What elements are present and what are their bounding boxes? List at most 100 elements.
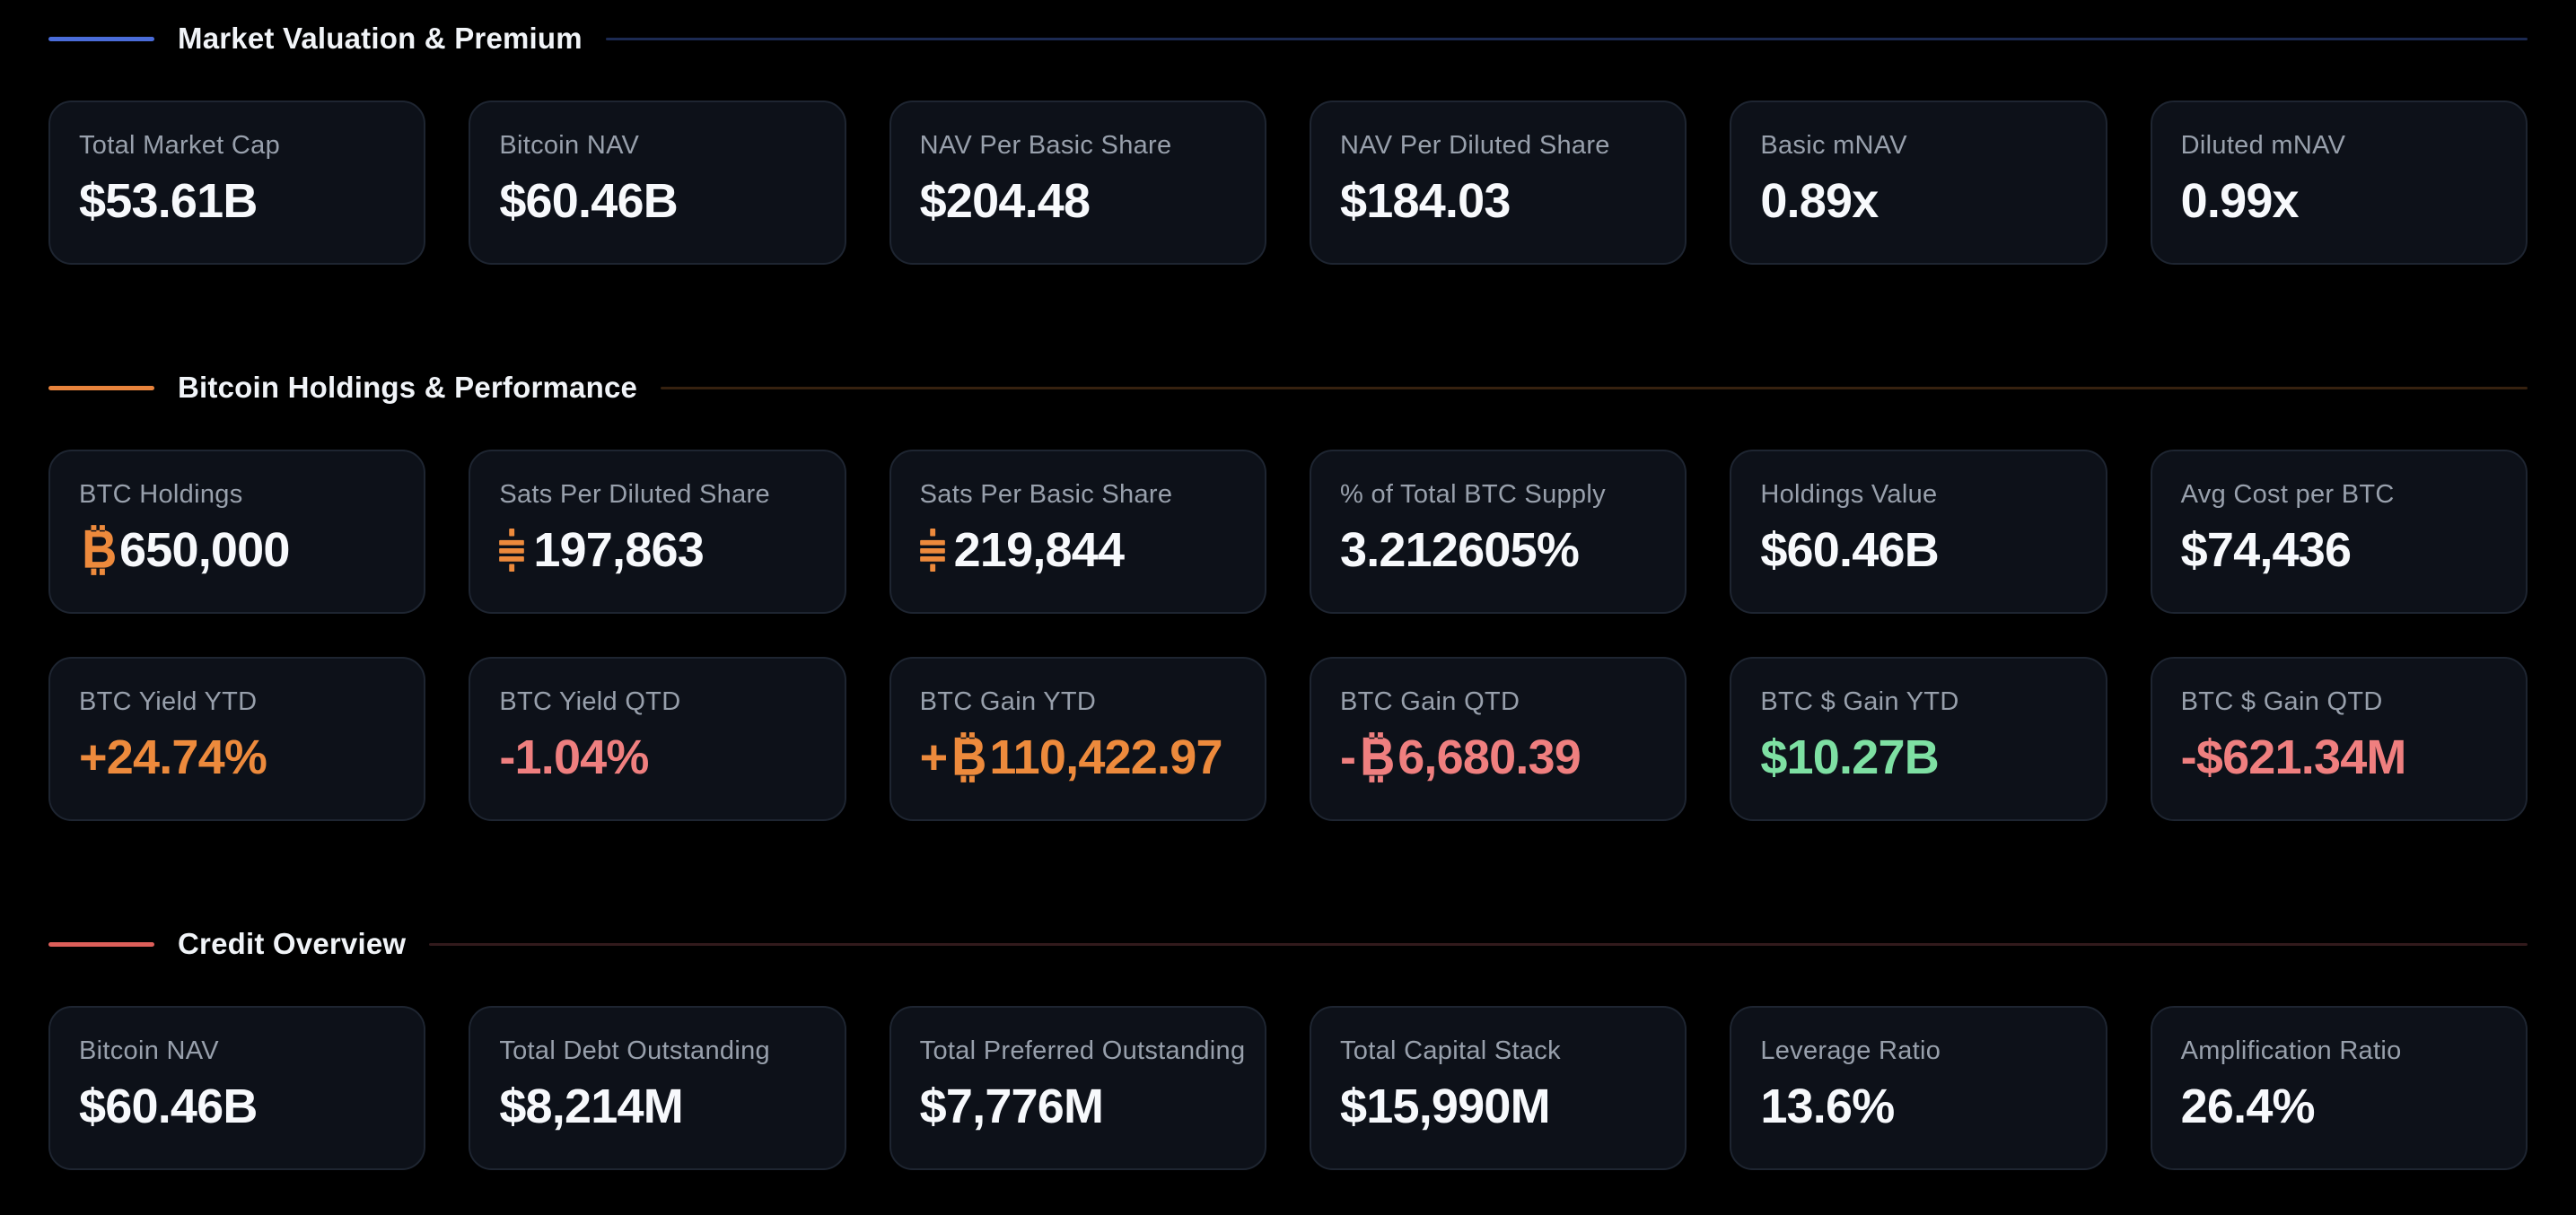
metric-value: $7,776M	[920, 1079, 1236, 1134]
value-text: $53.61B	[79, 174, 258, 228]
metric-value: 650,000	[79, 522, 395, 578]
metric-label: BTC Holdings	[79, 480, 243, 509]
metric-value: $8,214M	[499, 1079, 815, 1134]
value-text: $184.03	[1340, 174, 1511, 228]
value-sign: -	[1340, 730, 1356, 784]
metric-label: Sats Per Diluted Share	[499, 480, 770, 509]
metric-value: $53.61B	[79, 173, 395, 229]
metric-card-bitcoin-nav: Bitcoin NAV $60.46B	[469, 101, 846, 265]
metric-card-btc-yield-ytd: BTC Yield YTD +24.74%	[48, 657, 426, 821]
metric-label: BTC $ Gain QTD	[2180, 687, 2383, 716]
metric-card-btc-yield-qtd: BTC Yield QTD -1.04%	[469, 657, 846, 821]
metric-label: Total Debt Outstanding	[499, 1036, 770, 1065]
metric-card-bitcoin-nav: Bitcoin NAV $60.46B	[48, 1006, 426, 1170]
metric-card-nav-per-basic-share: NAV Per Basic Share $204.48	[889, 101, 1266, 265]
metric-value: +24.74%	[79, 730, 395, 785]
metric-label: Total Capital Stack	[1340, 1036, 1561, 1065]
section-credit-overview: Credit Overview Bitcoin NAV $60.46B Total D…	[48, 925, 2528, 1170]
metric-card-diluted-mnav: Diluted mNAV 0.99x	[2150, 101, 2528, 265]
metric-card-total-preferred-outstanding: Total Preferred Outstanding $7,776M	[889, 1006, 1266, 1170]
metric-value: $10.27B	[1760, 730, 2076, 785]
metric-card-nav-per-diluted-share: NAV Per Diluted Share $184.03	[1310, 101, 1687, 265]
value-text: 110,422.97	[989, 730, 1222, 784]
value-text: $204.48	[919, 174, 1091, 228]
metric-card-leverage-ratio: Leverage Ratio 13.6%	[1730, 1006, 2107, 1170]
value-text: 13.6%	[1760, 1080, 1895, 1133]
value-text: $74,436	[2180, 523, 2352, 577]
market-valuation-card-row-1: Total Market Cap $53.61B Bitcoin NAV $60.46…	[48, 101, 2528, 265]
value-text: 6,680.39	[1398, 730, 1582, 784]
value-text: $15,990M	[1340, 1080, 1551, 1133]
metric-card-sats-per-basic-share: Sats Per Basic Share 219,844	[889, 450, 1266, 614]
metric-label: BTC Yield QTD	[499, 687, 681, 716]
credit-overview-accent-line	[48, 941, 154, 947]
value-text: 197,863	[533, 523, 704, 577]
metric-label: % of Total BTC Supply	[1340, 480, 1606, 509]
metric-card-basic-mnav: Basic mNAV 0.89x	[1730, 101, 2107, 265]
value-text: 219,844	[953, 523, 1125, 577]
metric-label: NAV Per Basic Share	[919, 131, 1172, 160]
market-valuation-rule-line	[605, 37, 2528, 40]
section-bitcoin-holdings: Bitcoin Holdings & Performance BTC Holdin…	[48, 369, 2528, 821]
value-text: $8,214M	[499, 1080, 683, 1133]
metric-card-amplification-ratio: Amplification Ratio 26.4%	[2150, 1006, 2528, 1170]
metric-value: $60.46B	[1760, 522, 2076, 578]
value-text: 0.89x	[1760, 174, 1879, 228]
treasury-metrics-dashboard: Market Valuation & Premium Total Market C…	[48, 20, 2528, 1170]
metric-label: NAV Per Diluted Share	[1340, 131, 1610, 160]
metric-card-total-debt-outstanding: Total Debt Outstanding $8,214M	[469, 1006, 846, 1170]
bitcoin-holdings-rule-line	[661, 386, 2528, 389]
credit-overview-card-row-1: Bitcoin NAV $60.46B Total Debt Outstanding…	[48, 1006, 2528, 1170]
metric-card-of-total-btc-supply: % of Total BTC Supply 3.212605%	[1310, 450, 1687, 614]
metric-card-avg-cost-per-btc: Avg Cost per BTC $74,436	[2150, 450, 2528, 614]
metric-value: -1.04%	[499, 730, 815, 785]
metric-value: 0.99x	[2181, 173, 2497, 229]
metric-card-total-capital-stack: Total Capital Stack $15,990M	[1310, 1006, 1687, 1170]
bitcoin-icon	[955, 732, 986, 782]
metric-value: -6,680.39	[1340, 730, 1656, 785]
market-valuation-header: Market Valuation & Premium	[48, 20, 2528, 57]
metric-value: $184.03	[1340, 173, 1656, 229]
value-text: $60.46B	[79, 1080, 258, 1133]
section-title: Market Valuation & Premium	[178, 22, 583, 55]
metric-value: $60.46B	[79, 1079, 395, 1134]
bitcoin-holdings-card-row-2: BTC Yield YTD +24.74% BTC Yield QTD -1.04% B…	[48, 657, 2528, 821]
metric-card-btc-gain-ytd: BTC Gain YTD +110,422.97	[889, 657, 1266, 821]
value-text: $10.27B	[1760, 730, 1939, 784]
satoshi-icon	[499, 529, 525, 572]
value-text: -$621.34M	[2180, 730, 2407, 784]
value-text: $60.46B	[1760, 523, 1939, 577]
metric-label: Avg Cost per BTC	[2180, 480, 2395, 509]
metric-label: BTC Gain QTD	[1340, 687, 1520, 716]
metric-card-holdings-value: Holdings Value $60.46B	[1730, 450, 2107, 614]
metric-value: 197,863	[499, 522, 815, 578]
bitcoin-holdings-accent-line	[48, 385, 154, 390]
metric-label: Total Preferred Outstanding	[919, 1036, 1246, 1065]
satoshi-icon	[919, 529, 945, 572]
metric-value: $74,436	[2181, 522, 2497, 578]
metric-label: Total Market Cap	[79, 131, 280, 160]
metric-card-btc-gain-qtd: BTC Gain QTD -6,680.39	[1310, 657, 1687, 821]
metric-value: 26.4%	[2181, 1079, 2497, 1134]
value-text: $60.46B	[499, 174, 678, 228]
section-title: Credit Overview	[178, 927, 407, 960]
value-text: 650,000	[119, 523, 290, 577]
metric-label: BTC $ Gain YTD	[1760, 687, 1959, 716]
metric-value: +110,422.97	[920, 730, 1236, 785]
value-text: +24.74%	[79, 730, 267, 784]
bitcoin-icon	[84, 525, 115, 575]
metric-label: Bitcoin NAV	[499, 131, 640, 160]
metric-value: $60.46B	[499, 173, 815, 229]
value-text: 26.4%	[2180, 1080, 2316, 1133]
value-text: $7,776M	[919, 1080, 1104, 1133]
metric-label: Leverage Ratio	[1760, 1036, 1941, 1065]
section-market-valuation: Market Valuation & Premium Total Market C…	[48, 20, 2528, 265]
metric-label: Basic mNAV	[1760, 131, 1907, 160]
bitcoin-holdings-header: Bitcoin Holdings & Performance	[48, 369, 2528, 406]
metric-value: 3.212605%	[1340, 522, 1656, 578]
metric-card-btc-gain-ytd: BTC $ Gain YTD $10.27B	[1730, 657, 2107, 821]
bitcoin-holdings-card-row-1: BTC Holdings 650,000 Sats Per Diluted Shar…	[48, 450, 2528, 614]
metric-label: BTC Gain YTD	[919, 687, 1097, 716]
metric-value: 0.89x	[1760, 173, 2076, 229]
metric-value: 219,844	[919, 522, 1236, 578]
